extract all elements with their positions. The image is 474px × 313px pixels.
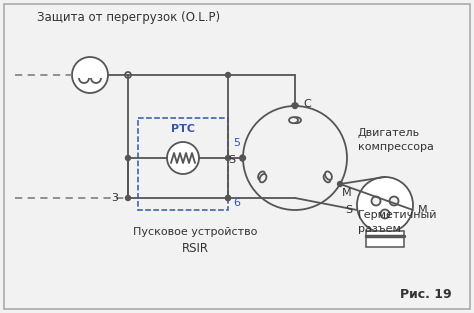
Circle shape [357,177,413,233]
Circle shape [292,104,298,109]
Circle shape [125,72,131,78]
Circle shape [126,156,130,161]
Circle shape [226,156,230,161]
Circle shape [240,155,246,161]
Ellipse shape [324,174,330,182]
Circle shape [390,197,399,206]
Text: Рис. 19: Рис. 19 [401,289,452,301]
Ellipse shape [258,172,265,180]
Ellipse shape [260,174,266,182]
Text: M: M [342,188,352,198]
FancyBboxPatch shape [366,231,404,247]
Text: S: S [228,155,235,165]
Circle shape [226,73,230,78]
Text: C: C [303,99,311,109]
Circle shape [226,196,230,201]
Text: 6: 6 [233,198,240,208]
Text: 3: 3 [111,193,118,203]
Text: Двигатель
компрессора: Двигатель компрессора [358,128,434,152]
Text: 5: 5 [233,138,240,148]
Circle shape [126,196,130,201]
Text: S: S [345,205,352,215]
Circle shape [337,182,343,187]
Text: PTC: PTC [171,124,195,134]
Circle shape [240,156,246,161]
Circle shape [167,142,199,174]
FancyBboxPatch shape [4,4,470,309]
Circle shape [243,106,347,210]
Circle shape [226,196,230,201]
Circle shape [292,103,298,109]
Ellipse shape [325,172,332,180]
Ellipse shape [292,117,301,123]
Circle shape [372,197,381,206]
Text: Защита от перегрузок (O.L.P): Защита от перегрузок (O.L.P) [37,12,220,24]
Circle shape [381,209,390,218]
Text: RSIR: RSIR [182,242,209,254]
Text: Герметичный
разъем: Герметичный разъем [358,210,438,234]
Text: Пусковое устройство: Пусковое устройство [133,227,257,237]
Circle shape [72,57,108,93]
Ellipse shape [289,117,298,123]
Text: M: M [418,205,428,215]
